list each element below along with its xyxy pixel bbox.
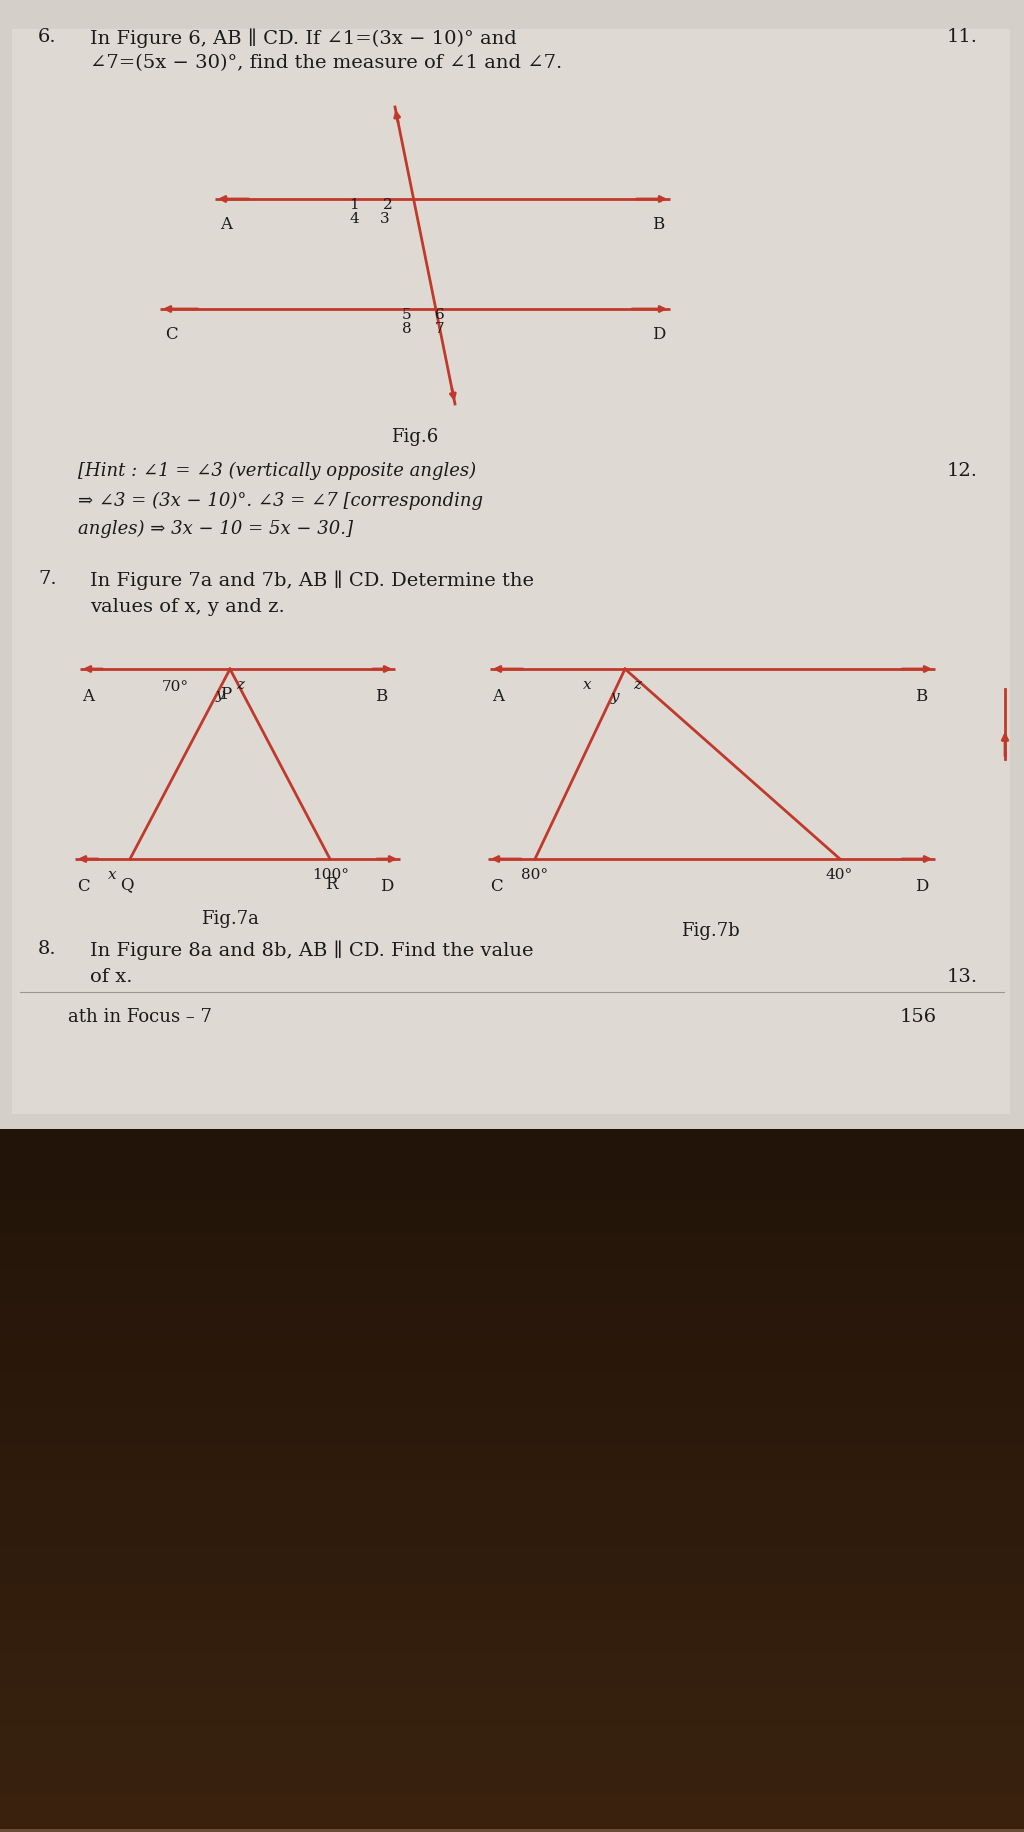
Bar bbox=[0, 1339, 1024, 1374]
Text: x: x bbox=[108, 868, 117, 881]
Text: z: z bbox=[236, 678, 244, 692]
Bar bbox=[0, 1585, 1024, 1619]
Bar bbox=[0, 1304, 1024, 1339]
Bar bbox=[0, 1689, 1024, 1724]
Bar bbox=[0, 1724, 1024, 1759]
Text: Q: Q bbox=[120, 876, 133, 892]
Text: In Figure 7a and 7b, AB ∥ CD. Determine the: In Figure 7a and 7b, AB ∥ CD. Determine … bbox=[90, 570, 534, 590]
Text: z: z bbox=[633, 678, 641, 692]
Text: 8.: 8. bbox=[38, 940, 56, 958]
Text: y: y bbox=[216, 687, 224, 702]
Bar bbox=[0, 0, 1024, 1129]
Text: 7.: 7. bbox=[38, 570, 56, 588]
Text: 70°: 70° bbox=[162, 680, 189, 694]
Bar bbox=[0, 1409, 1024, 1444]
Text: 6: 6 bbox=[435, 308, 444, 322]
Text: B: B bbox=[652, 216, 665, 233]
Text: 1: 1 bbox=[349, 198, 358, 213]
Text: 3: 3 bbox=[380, 213, 389, 225]
Bar bbox=[0, 1515, 1024, 1550]
Text: P: P bbox=[220, 685, 231, 703]
Bar bbox=[0, 1235, 1024, 1270]
Text: 5: 5 bbox=[402, 308, 412, 322]
Bar bbox=[0, 1619, 1024, 1654]
Text: Fig.7b: Fig.7b bbox=[681, 921, 739, 940]
Bar bbox=[0, 1759, 1024, 1794]
Text: 12.: 12. bbox=[947, 462, 978, 480]
Text: 7: 7 bbox=[435, 322, 444, 335]
Text: 100°: 100° bbox=[312, 868, 349, 881]
Text: 6.: 6. bbox=[38, 27, 56, 46]
Text: In Figure 8a and 8b, AB ∥ CD. Find the value: In Figure 8a and 8b, AB ∥ CD. Find the v… bbox=[90, 940, 534, 958]
Bar bbox=[0, 1200, 1024, 1235]
Bar bbox=[0, 1129, 1024, 1832]
Text: 4: 4 bbox=[349, 213, 358, 225]
Bar bbox=[12, 29, 1010, 1114]
Bar bbox=[0, 1654, 1024, 1689]
Text: ⇒ ∠3 = (3x − 10)°. ∠3 = ∠7 [corresponding: ⇒ ∠3 = (3x − 10)°. ∠3 = ∠7 [correspondin… bbox=[78, 491, 483, 509]
Text: 2: 2 bbox=[383, 198, 393, 213]
Text: 80°: 80° bbox=[521, 868, 548, 881]
Text: D: D bbox=[915, 878, 929, 894]
Bar bbox=[0, 1374, 1024, 1409]
Text: A: A bbox=[492, 687, 504, 705]
Text: A: A bbox=[220, 216, 232, 233]
Text: ∠7=(5x − 30)°, find the measure of ∠1 and ∠7.: ∠7=(5x − 30)°, find the measure of ∠1 an… bbox=[90, 53, 562, 71]
Text: C: C bbox=[490, 878, 503, 894]
Text: Fig.7a: Fig.7a bbox=[201, 909, 259, 927]
Text: A: A bbox=[82, 687, 94, 705]
Text: 11.: 11. bbox=[947, 27, 978, 46]
Text: 40°: 40° bbox=[826, 868, 853, 881]
Text: y: y bbox=[611, 689, 620, 703]
Text: values of x, y and z.: values of x, y and z. bbox=[90, 597, 285, 616]
Text: In Figure 6, AB ∥ CD. If ∠1=(3x − 10)° and: In Figure 6, AB ∥ CD. If ∠1=(3x − 10)° a… bbox=[90, 27, 517, 48]
Bar bbox=[0, 1129, 1024, 1165]
Text: x: x bbox=[583, 678, 592, 692]
Text: of x.: of x. bbox=[90, 967, 132, 986]
Bar bbox=[0, 1270, 1024, 1304]
Text: Fig.6: Fig.6 bbox=[391, 427, 438, 445]
Bar bbox=[0, 1550, 1024, 1585]
Bar bbox=[0, 1794, 1024, 1828]
Bar bbox=[0, 1444, 1024, 1478]
Text: D: D bbox=[380, 878, 393, 894]
Text: 156: 156 bbox=[900, 1008, 937, 1026]
Text: B: B bbox=[375, 687, 387, 705]
Bar bbox=[0, 1478, 1024, 1515]
Text: 8: 8 bbox=[402, 322, 412, 335]
Text: 13.: 13. bbox=[947, 967, 978, 986]
Text: B: B bbox=[915, 687, 928, 705]
Text: C: C bbox=[77, 878, 90, 894]
Text: C: C bbox=[165, 326, 177, 343]
Bar bbox=[0, 1165, 1024, 1200]
Text: D: D bbox=[652, 326, 666, 343]
Text: ath in Focus – 7: ath in Focus – 7 bbox=[68, 1008, 212, 1026]
Text: angles) ⇒ 3x − 10 = 5x − 30.]: angles) ⇒ 3x − 10 = 5x − 30.] bbox=[78, 520, 353, 539]
Text: R: R bbox=[325, 876, 338, 892]
Text: [Hint : ∠1 = ∠3 (vertically opposite angles): [Hint : ∠1 = ∠3 (vertically opposite ang… bbox=[78, 462, 476, 480]
